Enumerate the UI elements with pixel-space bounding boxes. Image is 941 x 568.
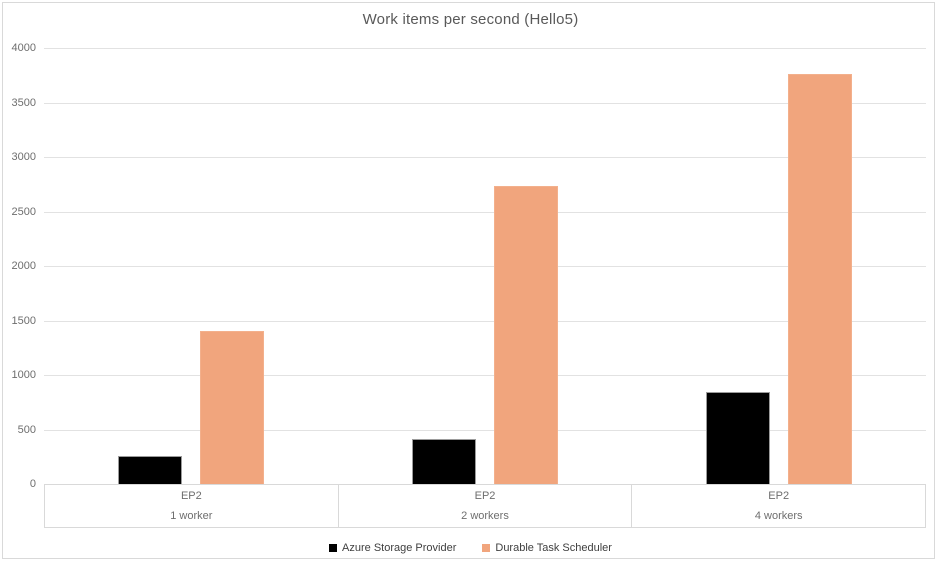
gridline xyxy=(44,48,926,49)
category-cell: EP2 4 workers xyxy=(632,484,925,527)
legend: Azure Storage Provider Durable Task Sched… xyxy=(0,540,941,556)
legend-label: Azure Storage Provider xyxy=(342,542,457,554)
category-label-group: EP2 xyxy=(180,490,202,502)
gridline xyxy=(44,375,926,376)
gridline xyxy=(44,157,926,158)
bar-azure-storage-provider xyxy=(706,392,770,484)
category-label-workers: 1 worker xyxy=(170,510,213,522)
x-axis-category-area: EP2 1 worker EP2 2 workers EP2 4 workers xyxy=(44,484,926,528)
y-tick-label: 3500 xyxy=(11,97,36,109)
y-tick-label: 1500 xyxy=(11,315,36,327)
legend-marker-icon xyxy=(482,544,491,552)
category-cell: EP2 1 worker xyxy=(45,484,339,527)
gridline xyxy=(44,321,926,322)
y-tick-label: 4000 xyxy=(11,42,36,54)
bar-group xyxy=(338,48,632,484)
y-tick-label: 3000 xyxy=(11,151,36,163)
bar-group xyxy=(632,48,926,484)
y-tick-label: 2500 xyxy=(11,206,36,218)
bar-azure-storage-provider xyxy=(118,456,182,484)
y-tick-label: 1000 xyxy=(11,369,36,381)
legend-label: Durable Task Scheduler xyxy=(495,542,612,554)
gridline xyxy=(44,266,926,267)
bar-durable-task-scheduler xyxy=(200,331,264,484)
y-tick-label: 2000 xyxy=(11,260,36,272)
category-label-workers: 4 workers xyxy=(754,510,803,522)
legend-marker-icon xyxy=(329,544,338,552)
category-label-group: EP2 xyxy=(768,490,790,502)
legend-item: Azure Storage Provider xyxy=(329,542,456,554)
plot-area xyxy=(44,48,926,485)
category-label-group: EP2 xyxy=(474,490,496,502)
chart-title: Work items per second (Hello5) xyxy=(362,11,579,28)
gridline xyxy=(44,103,926,104)
bar-durable-task-scheduler xyxy=(494,186,558,484)
y-axis-tick-labels: 0 500 1000 1500 2000 2500 3000 3500 4000 xyxy=(0,42,36,490)
y-tick-label: 500 xyxy=(17,424,36,436)
legend-item: Durable Task Scheduler xyxy=(482,542,612,554)
category-cell: EP2 2 workers xyxy=(339,484,633,527)
gridline xyxy=(44,212,926,213)
bar-durable-task-scheduler xyxy=(788,74,852,484)
y-tick-label: 0 xyxy=(29,478,36,490)
bar-group xyxy=(44,48,338,484)
gridline xyxy=(44,430,926,431)
bar-azure-storage-provider xyxy=(412,439,476,484)
category-label-workers: 2 workers xyxy=(461,510,509,522)
